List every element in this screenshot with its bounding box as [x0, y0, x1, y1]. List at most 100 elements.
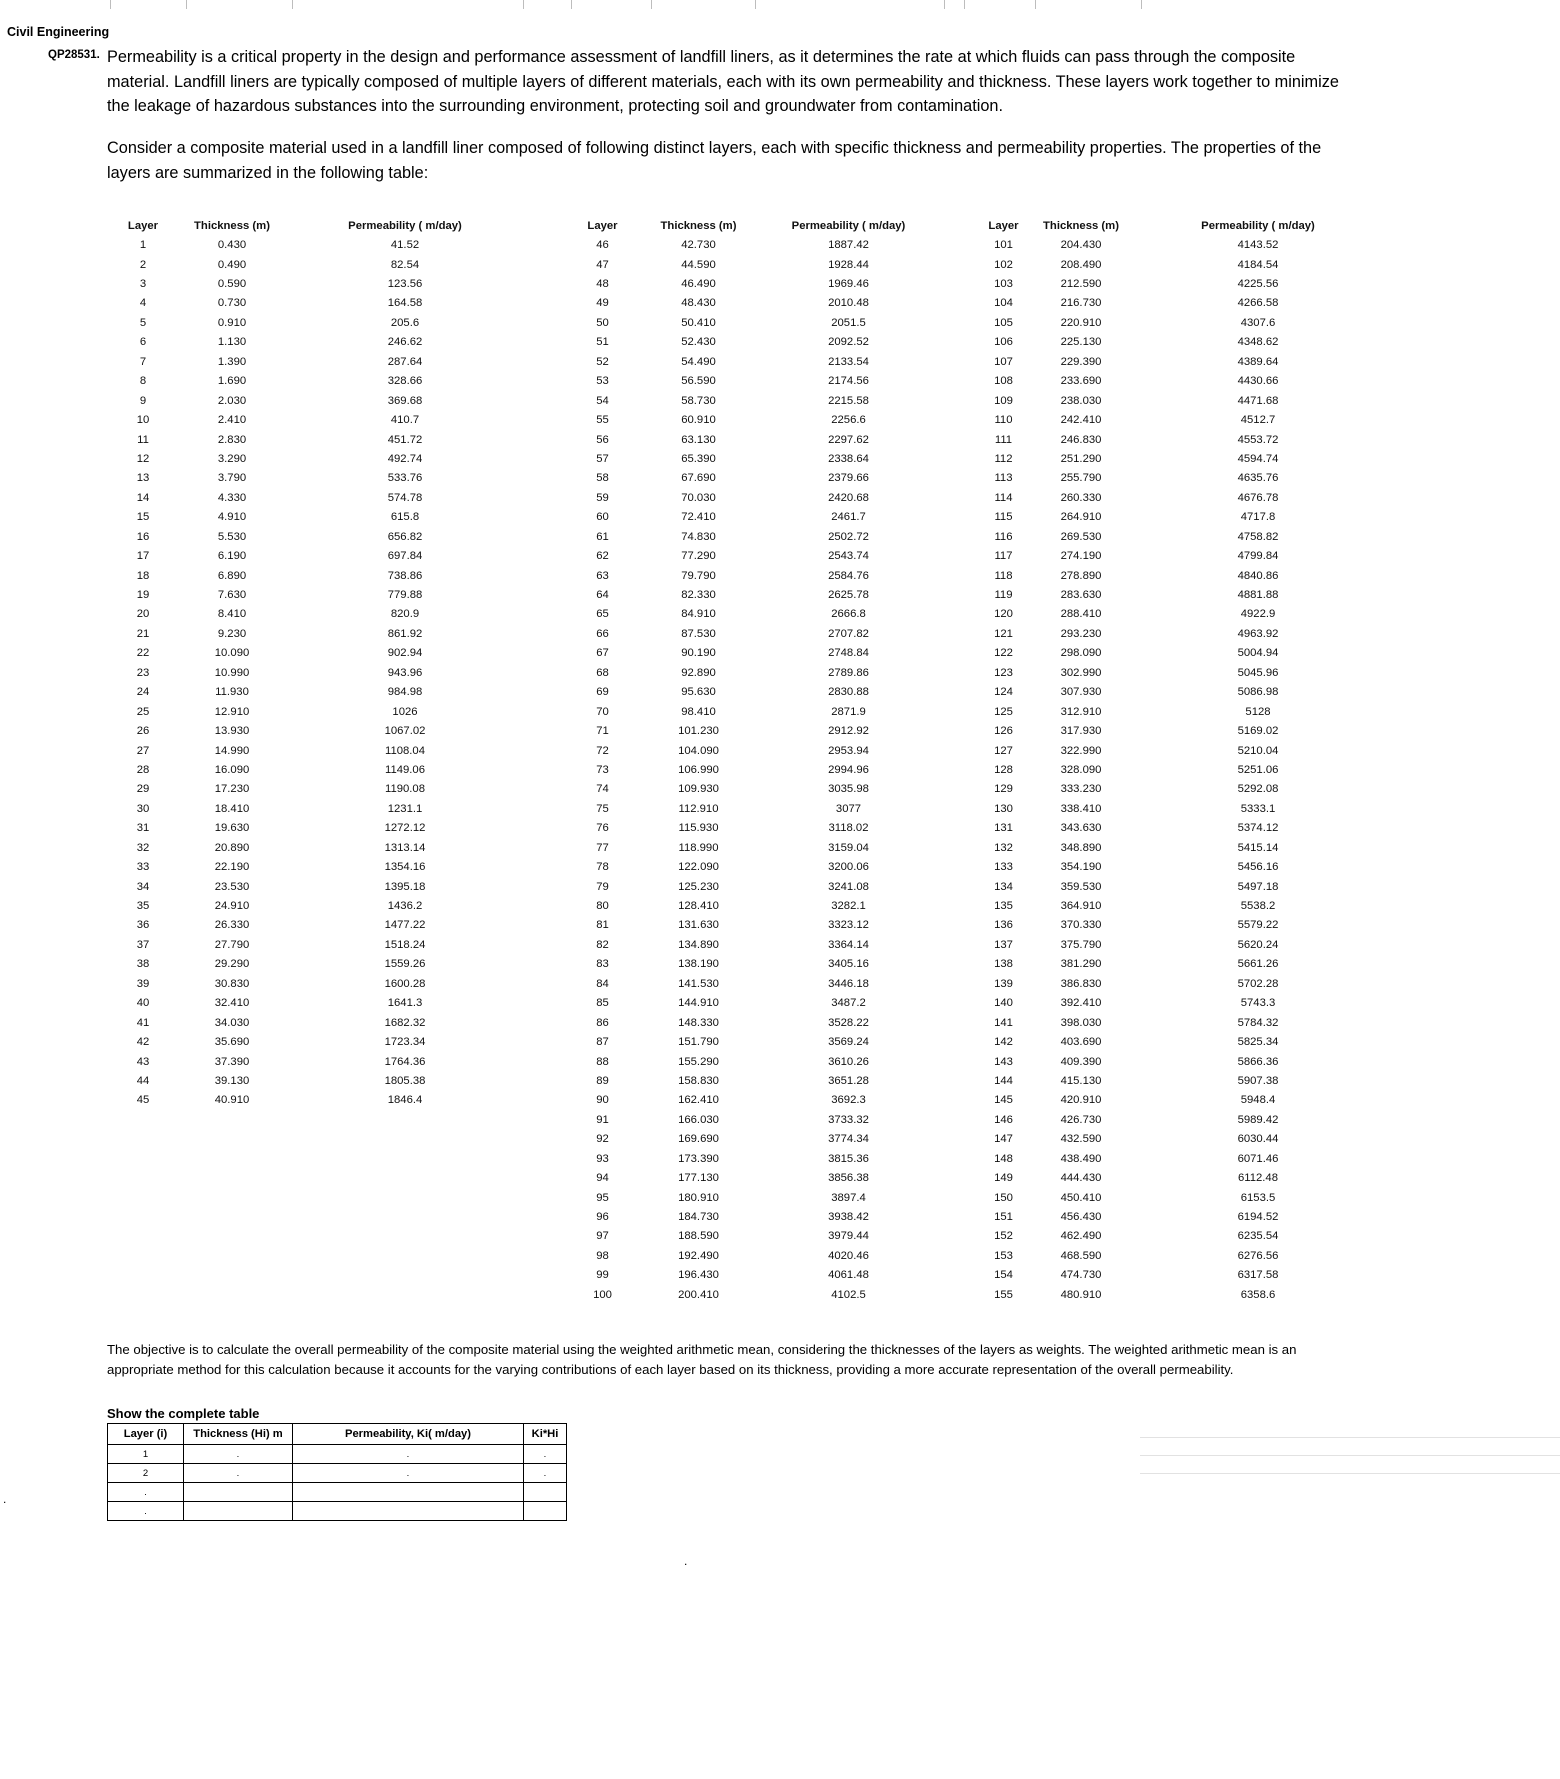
table-cell: 3487.2: [831, 997, 866, 1010]
table-cell: 141.530: [678, 977, 719, 990]
table-cell: 16: [136, 530, 150, 543]
table-cell: 1764.36: [384, 1055, 426, 1068]
table-cell: 1805.38: [384, 1074, 426, 1087]
table-cell: 32.410: [214, 997, 250, 1010]
table-row: .: [107, 1501, 567, 1521]
table-cell: 86: [596, 1016, 609, 1029]
table-row: 85 144.910 3487.2: [560, 994, 945, 1013]
table-cell: 58.730: [681, 394, 716, 407]
table-row: 2 0.490 82.54: [100, 255, 532, 274]
table-row: 122 298.090 5004.94: [966, 644, 1395, 663]
table-cell[interactable]: [292, 1482, 524, 1502]
table-cell[interactable]: .: [292, 1463, 524, 1483]
table-cell: 6276.56: [1237, 1249, 1279, 1262]
table-cell[interactable]: .: [183, 1444, 293, 1464]
table-cell[interactable]: .: [523, 1463, 567, 1483]
table-cell: 3651.28: [828, 1074, 869, 1087]
table-row: 104 216.730 4266.58: [966, 294, 1395, 313]
table-cell: 386.830: [1060, 977, 1102, 990]
table-cell: 67: [596, 647, 609, 660]
table-cell: 216.730: [1060, 297, 1102, 310]
table-cell: 64: [596, 589, 609, 602]
table-cell[interactable]: [292, 1501, 524, 1521]
table-cell: 63.130: [681, 433, 716, 446]
table-cell: 1969.46: [828, 278, 869, 291]
table-cell[interactable]: [183, 1482, 293, 1502]
table-cell: 255.790: [1060, 472, 1102, 485]
table-cell[interactable]: .: [107, 1501, 184, 1521]
table-cell[interactable]: [183, 1501, 293, 1521]
table-cell: 1272.12: [384, 822, 426, 835]
layers-table-body-3: 101 204.430 4143.52 102 208.490 4184.54 103 212…: [966, 235, 1395, 1304]
table-cell: 943.96: [387, 666, 423, 679]
table-cell: 114: [994, 491, 1013, 504]
table-cell: 116: [994, 530, 1013, 543]
table-row: 9 2.030 369.68: [100, 391, 532, 410]
table-cell: 48.430: [681, 297, 716, 310]
table-cell: 246.830: [1060, 433, 1102, 446]
table-cell[interactable]: .: [292, 1444, 524, 1464]
table-row: 146 426.730 5989.42: [966, 1110, 1395, 1129]
table-cell: 2953.94: [828, 744, 869, 757]
table-cell: 12.910: [214, 705, 250, 718]
table-row: 133 354.190 5456.16: [966, 857, 1395, 876]
empty-grid-rows: [1140, 1437, 1560, 1474]
table-cell: 19.630: [214, 822, 250, 835]
table-row: 44 39.130 1805.38: [100, 1071, 532, 1090]
table-cell[interactable]: 1: [107, 1444, 184, 1464]
table-row: 54 58.730 2215.58: [560, 391, 945, 410]
table-row: 131 343.630 5374.12: [966, 819, 1395, 838]
table-cell[interactable]: [523, 1482, 567, 1502]
table-cell: 123: [994, 666, 1013, 679]
table-cell: 242.410: [1060, 414, 1102, 427]
table-cell: 84.910: [681, 608, 716, 621]
table-cell: 135: [994, 900, 1013, 913]
table-cell: 32: [136, 841, 150, 854]
table-cell[interactable]: [523, 1501, 567, 1521]
table-row: 100 200.410 4102.5: [560, 1285, 945, 1304]
table-cell: 10.990: [214, 666, 250, 679]
layers-table-body-1: 1 0.430 41.52 2 0.490 82.54 3 0.590 123.56 4 0.730…: [100, 235, 532, 1110]
table-cell: 2625.78: [828, 589, 869, 602]
table-row: 10 2.410 410.7: [100, 410, 532, 429]
table-cell: 57: [596, 452, 609, 465]
table-cell: 88: [596, 1055, 609, 1068]
table-cell: 21: [136, 627, 150, 640]
column-tick: [1141, 0, 1142, 9]
table-cell: 117: [994, 550, 1013, 563]
table-cell: 200.410: [678, 1288, 719, 1301]
table-row: 42 35.690 1723.34: [100, 1032, 532, 1051]
table-cell[interactable]: 2: [107, 1463, 184, 1483]
table-cell: 60.910: [681, 414, 716, 427]
table-cell: 317.930: [1060, 725, 1102, 738]
table-row: 101 204.430 4143.52: [966, 235, 1395, 254]
table-cell[interactable]: .: [107, 1482, 184, 1502]
table-cell: 5128: [1245, 705, 1271, 718]
table-cell: 3.290: [217, 452, 247, 465]
table-cell: 83: [596, 958, 609, 971]
table-cell[interactable]: .: [523, 1444, 567, 1464]
table-row: 137 375.790 5620.24: [966, 935, 1395, 954]
layers-table-group-1: Layer Thickness (m) Permeability ( m/day…: [100, 216, 532, 1110]
table-row: 14 4.330 574.78: [100, 488, 532, 507]
table-cell: 96: [596, 1211, 609, 1224]
table-cell: 2297.62: [828, 433, 869, 446]
table-cell: 4471.68: [1237, 394, 1279, 407]
table-cell: 2379.66: [828, 472, 869, 485]
table-cell: 1436.2: [387, 900, 423, 913]
table-cell: 4143.52: [1237, 239, 1279, 252]
table-row: 29 17.230 1190.08: [100, 780, 532, 799]
table-row: 130 338.410 5333.1: [966, 799, 1395, 818]
table-cell: 415.130: [1060, 1074, 1102, 1087]
table-cell: 79.790: [681, 569, 716, 582]
table-row: 64 82.330 2625.78: [560, 585, 945, 604]
table-cell: 16.090: [214, 763, 250, 776]
table-cell: 90.190: [681, 647, 716, 660]
table-cell: 3569.24: [828, 1036, 869, 1049]
table-cell: 5825.34: [1237, 1036, 1279, 1049]
table-cell: 328.090: [1060, 763, 1102, 776]
table-row: 147 432.590 6030.44: [966, 1130, 1395, 1149]
table-row: 138 381.290 5661.26: [966, 955, 1395, 974]
table-cell[interactable]: .: [183, 1463, 293, 1483]
table-cell: 3035.98: [828, 783, 869, 796]
